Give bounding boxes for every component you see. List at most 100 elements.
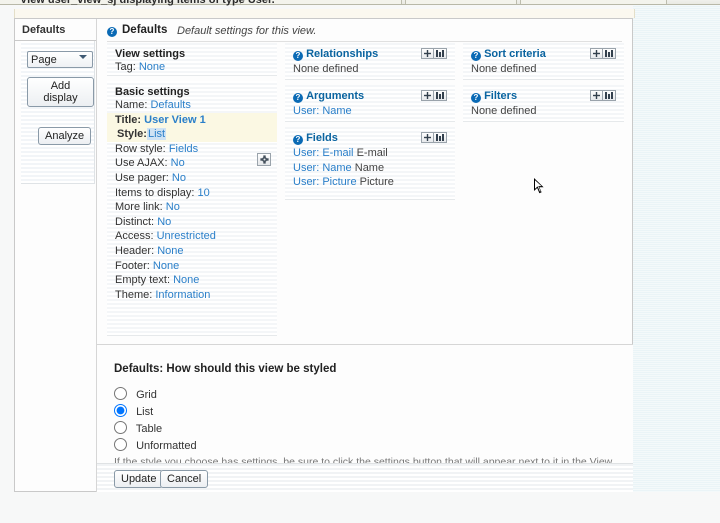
display-tab-defaults[interactable]: Defaults (15, 19, 96, 41)
add-icon[interactable] (590, 90, 603, 101)
title-label: Title: (115, 113, 142, 126)
rearrange-icon[interactable] (603, 48, 616, 59)
empty-text-label: Empty text: (115, 274, 171, 287)
access-value-link[interactable]: Unrestricted (156, 230, 216, 243)
help-icon[interactable]: ? (293, 135, 303, 145)
field-item: User: E-mail E-mail (293, 146, 447, 161)
update-button[interactable]: Update (114, 470, 164, 488)
style-value-link[interactable]: List (146, 128, 167, 141)
more-link-value-link[interactable]: No (165, 201, 180, 214)
add-icon[interactable] (590, 48, 603, 59)
use-pager-value-link[interactable]: No (171, 171, 186, 184)
rearrange-icon[interactable] (434, 48, 447, 59)
distinct-value-link[interactable]: No (157, 215, 172, 228)
sort-criteria-title[interactable]: Sort criteria (484, 48, 546, 60)
field-link[interactable]: User: Name (293, 161, 352, 174)
form-title: Defaults: How should this view be styled (114, 363, 337, 375)
style-radio-list[interactable] (114, 404, 127, 417)
items-to-display-value-link[interactable]: 10 (197, 186, 210, 199)
display-controls: Page Add display Analyze (21, 41, 95, 184)
basic-row-items-to-display: Items to display: 10 (115, 186, 269, 201)
style-option-label: List (136, 406, 154, 418)
style-option-table[interactable]: Table (114, 421, 162, 435)
help-icon[interactable]: ? (471, 93, 481, 103)
add-display-select[interactable]: Page (27, 51, 93, 68)
view-title: View user_view_sj displaying items of ty… (20, 0, 275, 6)
use-ajax-value-link[interactable]: No (170, 157, 185, 170)
admin-tab-1[interactable] (0, 0, 112, 4)
filters-buttons (590, 90, 616, 101)
style-option-grid[interactable]: Grid (114, 387, 157, 401)
style-option-unformatted[interactable]: Unformatted (114, 438, 197, 452)
tag-label: Tag: (115, 61, 136, 73)
field-link[interactable]: User: Picture (293, 176, 357, 189)
view-settings-row-tag: Tag: None (115, 60, 269, 75)
header-value-link[interactable]: None (157, 244, 184, 257)
admin-tab-2[interactable] (240, 0, 402, 4)
theme-value-link[interactable]: Information (155, 288, 211, 301)
filters-header: ? Filters (471, 90, 616, 104)
views-edit-panel: Defaults Page Add display Analyze ? Defa… (14, 18, 633, 492)
basic-settings-title: Basic settings (115, 86, 190, 98)
items-to-display-label: Items to display: (115, 186, 195, 199)
admin-tab-4[interactable] (520, 0, 667, 4)
analyze-button[interactable]: Analyze (38, 127, 92, 145)
empty-text-value-link[interactable]: None (173, 274, 200, 287)
argument-link[interactable]: User: Name (293, 105, 352, 117)
sort-criteria-header: ? Sort criteria (471, 48, 616, 62)
basic-row-use-ajax: Use AJAX: No (115, 156, 269, 171)
cancel-button[interactable]: Cancel (160, 470, 209, 488)
relationships-title[interactable]: Relationships (306, 48, 379, 60)
title-value-link[interactable]: User View 1 (144, 113, 206, 126)
arguments-buttons (421, 90, 447, 101)
top-clipped-strip (0, 0, 720, 12)
help-icon[interactable]: ? (471, 51, 481, 61)
admin-tab-active[interactable] (405, 0, 517, 4)
rearrange-icon[interactable] (434, 132, 447, 143)
name-value-link[interactable]: Defaults (150, 99, 191, 111)
fields-box: ? Fields User: E-mail E-mail User: Name … (285, 127, 455, 200)
style-option-list[interactable]: List (114, 404, 153, 418)
view-title-bar: View user_view_sj displaying items of ty… (14, 0, 614, 9)
field-item: User: Name Name (293, 161, 447, 176)
display-column: Defaults Page Add display Analyze (15, 19, 96, 184)
arguments-title[interactable]: Arguments (306, 90, 365, 102)
add-display-button[interactable]: Add display (27, 77, 94, 107)
filters-empty: None defined (471, 105, 537, 117)
page-background-bottom (0, 492, 720, 523)
field-suffix: Name (354, 161, 385, 174)
footer-label: Footer: (115, 259, 150, 272)
field-link[interactable]: User: E-mail (293, 147, 354, 159)
fields-title[interactable]: Fields (306, 132, 338, 144)
basic-row-title: Title: User View 1 (107, 112, 277, 128)
sort-criteria-empty: None defined (471, 63, 537, 75)
filters-title[interactable]: Filters (484, 90, 518, 102)
row-style-value-link[interactable]: Fields (168, 142, 199, 155)
add-icon[interactable] (421, 90, 434, 101)
style-radio-unformatted[interactable] (114, 438, 127, 451)
style-radio-grid[interactable] (114, 387, 127, 400)
style-settings-gear-icon[interactable] (257, 153, 271, 166)
basic-row-footer: Footer: None (115, 259, 269, 274)
field-suffix: Picture (359, 176, 394, 189)
help-icon[interactable]: ? (293, 51, 303, 61)
rearrange-icon[interactable] (434, 90, 447, 101)
add-icon[interactable] (421, 48, 434, 59)
help-icon[interactable]: ? (293, 93, 303, 103)
footer-value-link[interactable]: None (152, 259, 180, 272)
add-icon[interactable] (421, 132, 434, 143)
access-label: Access: (115, 230, 154, 243)
tag-value-link[interactable]: None (138, 61, 166, 73)
rearrange-icon[interactable] (603, 90, 616, 101)
use-pager-label: Use pager: (115, 171, 169, 184)
style-radio-table[interactable] (114, 421, 127, 434)
basic-row-name: Name: Defaults (115, 98, 269, 113)
basic-row-empty-text: Empty text: None (115, 273, 269, 288)
row-style-label: Row style: (115, 142, 166, 155)
basic-row-more-link: More link: No (115, 200, 269, 215)
summary-heading: Defaults (122, 24, 168, 36)
arguments-box: ? Arguments User: Name (285, 85, 455, 122)
basic-row-style: Style:List (107, 127, 277, 142)
help-icon[interactable]: ? (107, 27, 117, 37)
view-settings-title: View settings (115, 48, 186, 60)
